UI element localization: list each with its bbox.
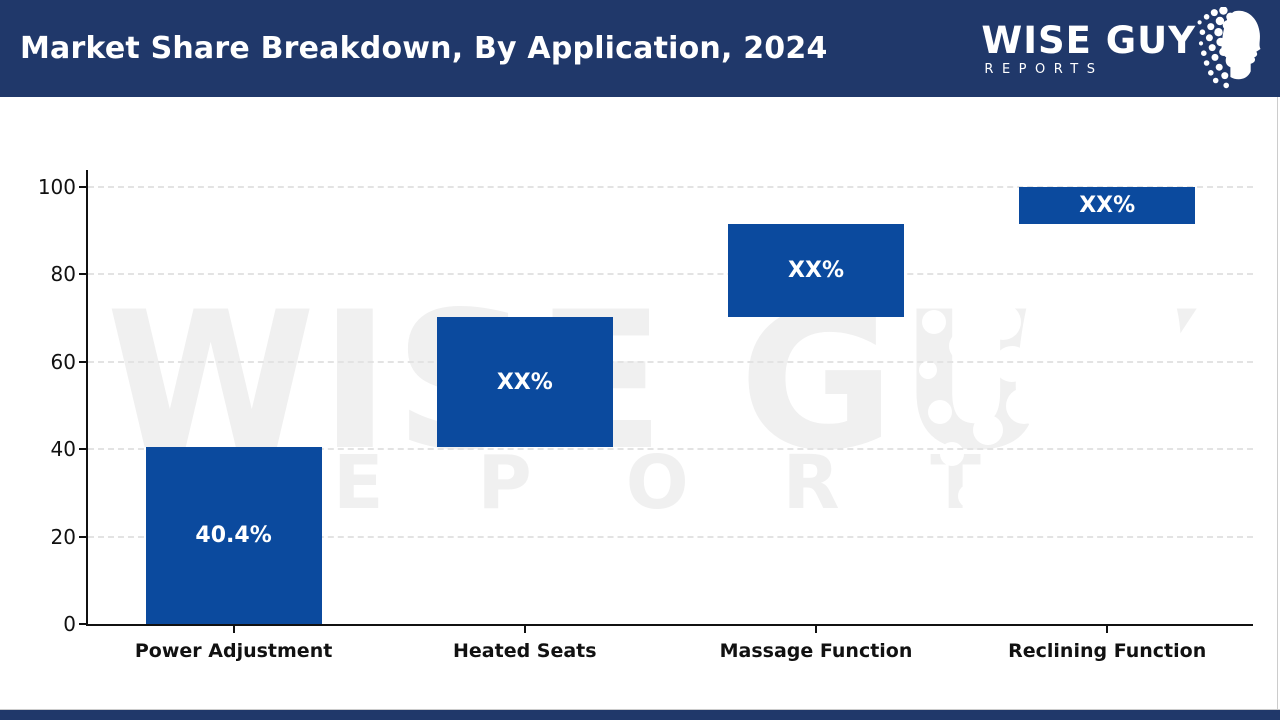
footer-bar xyxy=(0,709,1280,720)
y-axis-tick-mark xyxy=(79,623,87,625)
y-axis-tick-mark xyxy=(79,448,87,451)
gridline-60 xyxy=(88,360,1253,363)
bar-segment-3: XX% xyxy=(1019,187,1196,225)
brand-name: WISE GUY xyxy=(981,18,1196,62)
x-axis-tick-mark xyxy=(523,626,526,633)
x-axis-category-label: Reclining Function xyxy=(1008,640,1207,662)
brand-logo: WISE GUY REPORTS xyxy=(981,6,1266,91)
gridline-80 xyxy=(88,273,1253,276)
y-axis-tick-label: 60 xyxy=(50,349,76,374)
x-axis-category-label: Power Adjustment xyxy=(134,640,333,662)
x-axis-line xyxy=(86,624,1253,626)
y-axis-tick-mark xyxy=(79,273,87,276)
gridline-40 xyxy=(88,448,1253,451)
bar-segment-2: XX% xyxy=(728,224,904,317)
x-axis-category-label: Heated Seats xyxy=(453,640,597,662)
gridline-20 xyxy=(88,535,1253,538)
y-axis-tick-mark xyxy=(79,535,87,538)
y-axis-tick-mark xyxy=(79,360,87,363)
page-title: Market Share Breakdown, By Application, … xyxy=(20,31,828,66)
x-axis-tick-mark xyxy=(232,626,235,633)
x-axis-tick-mark xyxy=(815,626,817,633)
y-axis-tick-label: 20 xyxy=(50,524,76,549)
bar-value-label: 40.4% xyxy=(195,523,272,549)
brand-text: WISE GUY REPORTS xyxy=(981,22,1196,76)
x-axis-tick-mark xyxy=(1106,626,1109,633)
brand-subname: REPORTS xyxy=(984,61,1104,77)
dotted-head-logo-icon xyxy=(1197,6,1261,88)
bar-segment-1: XX% xyxy=(436,316,613,448)
y-axis-tick-mark xyxy=(79,186,87,188)
right-border-line xyxy=(1277,97,1278,710)
bar-segment-0: 40.4% xyxy=(145,447,322,624)
watermark-dotted-head-icon xyxy=(913,213,1183,562)
y-axis-tick-label: 100 xyxy=(37,175,76,199)
bar-value-label: XX% xyxy=(1079,193,1136,219)
y-axis-line xyxy=(86,170,88,626)
bar-value-label: XX% xyxy=(788,257,844,283)
y-axis-tick-label: 80 xyxy=(50,262,76,287)
y-axis-tick-label: 40 xyxy=(50,437,76,462)
bar-value-label: XX% xyxy=(496,369,553,395)
header-bar: Market Share Breakdown, By Application, … xyxy=(0,0,1280,97)
x-axis-category-label: Massage Function xyxy=(719,640,913,662)
y-axis-tick-label: 0 xyxy=(63,612,76,636)
gridline-100 xyxy=(88,186,1253,188)
